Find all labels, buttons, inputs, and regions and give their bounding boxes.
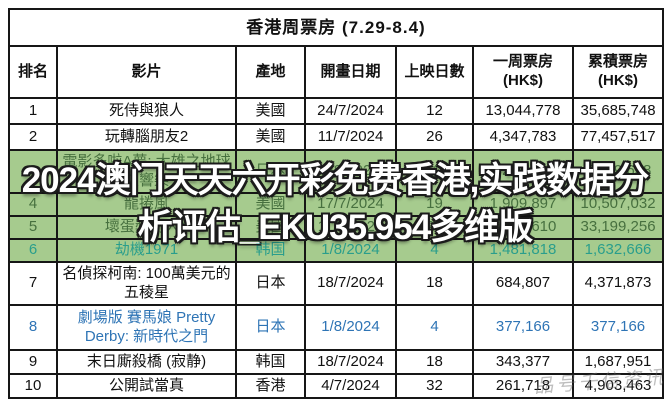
column-header-1: 影片: [56, 45, 237, 99]
weekly-gross-cell: 1,481,818: [472, 238, 574, 263]
cumulative-gross-cell: 4,371,873: [571, 261, 665, 306]
open-date-cell: 11/7/2024: [304, 123, 397, 151]
cumulative-gross-cell: 33,199,256: [571, 215, 665, 240]
open-date-cell: 1/8/2024: [304, 238, 397, 263]
table-row-8: 8 劇場版 賽馬娘 Pretty Derby: 新時代之門 日本 1/8/2024 4 3…: [8, 304, 665, 351]
days-shown-cell: 26: [395, 123, 474, 151]
open-date-cell: 1/8/2024: [304, 304, 397, 351]
days-shown-cell: 4: [395, 149, 474, 194]
film-title-cell: 劫機1971: [56, 238, 237, 263]
column-header-4: 上映日數: [395, 45, 474, 99]
column-header-5: 一周票房 (HK$): [472, 45, 574, 99]
origin-cell: 美國: [235, 123, 306, 151]
film-title-cell: 壞蛋獎門人4: [56, 215, 237, 240]
column-header-0: 排名: [8, 45, 58, 99]
table-row-3: 3 電影多啦A夢: 大雄之地球交響樂 日本 1/8/2024 4 4,271,107 5,1…: [8, 149, 665, 194]
days-shown-cell: 4: [395, 304, 474, 351]
rank-cell: 7: [8, 261, 58, 306]
column-header-sub-6: (HK$): [598, 72, 639, 89]
table-row-4: 4 龍捲風 美國 17/7/2024 19 1,909,897 10,507,032: [8, 192, 665, 217]
origin-cell: 日本: [235, 149, 306, 194]
cumulative-gross-cell: 1,632,666: [571, 238, 665, 263]
cumulative-gross-cell: 77,457,517: [571, 123, 665, 151]
days-shown-cell: 12: [395, 97, 474, 125]
open-date-cell: 18/7/2024: [304, 261, 397, 306]
open-date-cell: 1/8/2024: [304, 149, 397, 194]
film-title-cell: 電影多啦A夢: 大雄之地球交響樂: [56, 149, 237, 194]
table-row-10: 10 公開試當真 香港 4/7/2024 32 261,718 4,903,463: [8, 373, 665, 399]
table-row-6: 6 劫機1971 韩国 1/8/2024 4 1,481,818 1,632,666: [8, 238, 665, 263]
days-shown-cell: 18: [395, 261, 474, 306]
table-title-row: 香港周票房 (7.29-8.4): [7, 8, 665, 47]
days-shown-cell: 18: [395, 349, 474, 375]
origin-cell: 日本: [235, 261, 306, 306]
rank-cell: 4: [8, 192, 58, 217]
open-date-cell: 18/7/2024: [304, 349, 397, 375]
column-header-sub-5: (HK$): [503, 72, 543, 89]
weekly-gross-cell: 684,807: [472, 261, 574, 306]
origin-cell: 美國: [235, 192, 306, 217]
open-date-cell: 24/7/2024: [304, 97, 397, 125]
table-row-5: 5 壞蛋獎門人4 美國 11/7/2024 25 1,684,610 33,199,256: [8, 215, 665, 240]
rank-cell: 10: [8, 373, 58, 399]
table-row-7: 7 名偵探柯南: 100萬美元的五稜星 日本 18/7/2024 18 684,807 4,…: [8, 261, 665, 306]
film-title-cell: 玩轉腦朋友2: [56, 123, 237, 151]
weekly-gross-cell: 4,271,107: [472, 149, 574, 194]
days-shown-cell: 19: [395, 192, 474, 217]
days-shown-cell: 25: [395, 215, 474, 240]
column-header-6: 累積票房 (HK$): [571, 45, 665, 99]
table-header-row: 排名 影片 產地 開畫日期 上映日數 一周票房 (HK$) 累積票房 (HK$): [8, 45, 665, 99]
origin-cell: 日本: [235, 304, 306, 351]
origin-cell: 香港: [235, 373, 306, 399]
origin-cell: 美國: [235, 215, 306, 240]
cumulative-gross-cell: 4,903,463: [571, 373, 665, 399]
cumulative-gross-cell: 10,507,032: [571, 192, 665, 217]
weekly-gross-cell: 1,684,610: [472, 215, 574, 240]
cumulative-gross-cell: 377,166: [571, 304, 665, 351]
open-date-cell: 17/7/2024: [304, 192, 397, 217]
rank-cell: 2: [8, 123, 58, 151]
origin-cell: 韩国: [235, 238, 306, 263]
cumulative-gross-cell: 35,685,748: [571, 97, 665, 125]
days-shown-cell: 32: [395, 373, 474, 399]
column-header-3: 開畫日期: [304, 45, 397, 99]
film-title-cell: 劇場版 賽馬娘 Pretty Derby: 新時代之門: [56, 304, 237, 351]
table-title: 香港周票房 (7.29-8.4): [7, 8, 665, 47]
open-date-cell: 4/7/2024: [304, 373, 397, 399]
days-shown-cell: 4: [395, 238, 474, 263]
column-header-2: 產地: [235, 45, 306, 99]
table-row-1: 1 死侍與狼人 美國 24/7/2024 12 13,044,778 35,685,748: [8, 97, 665, 125]
table-row-2: 2 玩轉腦朋友2 美國 11/7/2024 26 4,347,783 77,457,517: [8, 123, 665, 151]
cumulative-gross-cell: 5,199,638: [571, 149, 665, 194]
film-title-cell: 死侍與狼人: [56, 97, 237, 125]
origin-cell: 美國: [235, 97, 306, 125]
rank-cell: 1: [8, 97, 58, 125]
origin-cell: 韩国: [235, 349, 306, 375]
film-title-cell: 末日廝殺橋 (寂静): [56, 349, 237, 375]
open-date-cell: 11/7/2024: [304, 215, 397, 240]
weekly-gross-cell: 343,377: [472, 349, 574, 375]
weekly-gross-cell: 377,166: [472, 304, 574, 351]
rank-cell: 6: [8, 238, 58, 263]
weekly-gross-cell: 13,044,778: [472, 97, 574, 125]
weekly-gross-cell: 1,909,897: [472, 192, 574, 217]
weekly-gross-cell: 261,718: [472, 373, 574, 399]
weekly-gross-cell: 4,347,783: [472, 123, 574, 151]
film-title-cell: 名偵探柯南: 100萬美元的五稜星: [56, 261, 237, 306]
rank-cell: 3: [8, 149, 58, 194]
cumulative-gross-cell: 1,687,951: [571, 349, 665, 375]
table-body: 1 死侍與狼人 美國 24/7/2024 12 13,044,778 35,685,748 2…: [8, 97, 665, 399]
table-row-9: 9 末日廝殺橋 (寂静) 韩国 18/7/2024 18 343,377 1,687,951: [8, 349, 665, 375]
film-title-cell: 龍捲風: [56, 192, 237, 217]
film-title-cell: 公開試當真: [56, 373, 237, 399]
rank-cell: 9: [8, 349, 58, 375]
box-office-table: 香港周票房 (7.29-8.4) 排名 影片 產地 開畫日期 上映日數 一周票房 (HK$)…: [7, 8, 665, 399]
rank-cell: 8: [8, 304, 58, 351]
rank-cell: 5: [8, 215, 58, 240]
